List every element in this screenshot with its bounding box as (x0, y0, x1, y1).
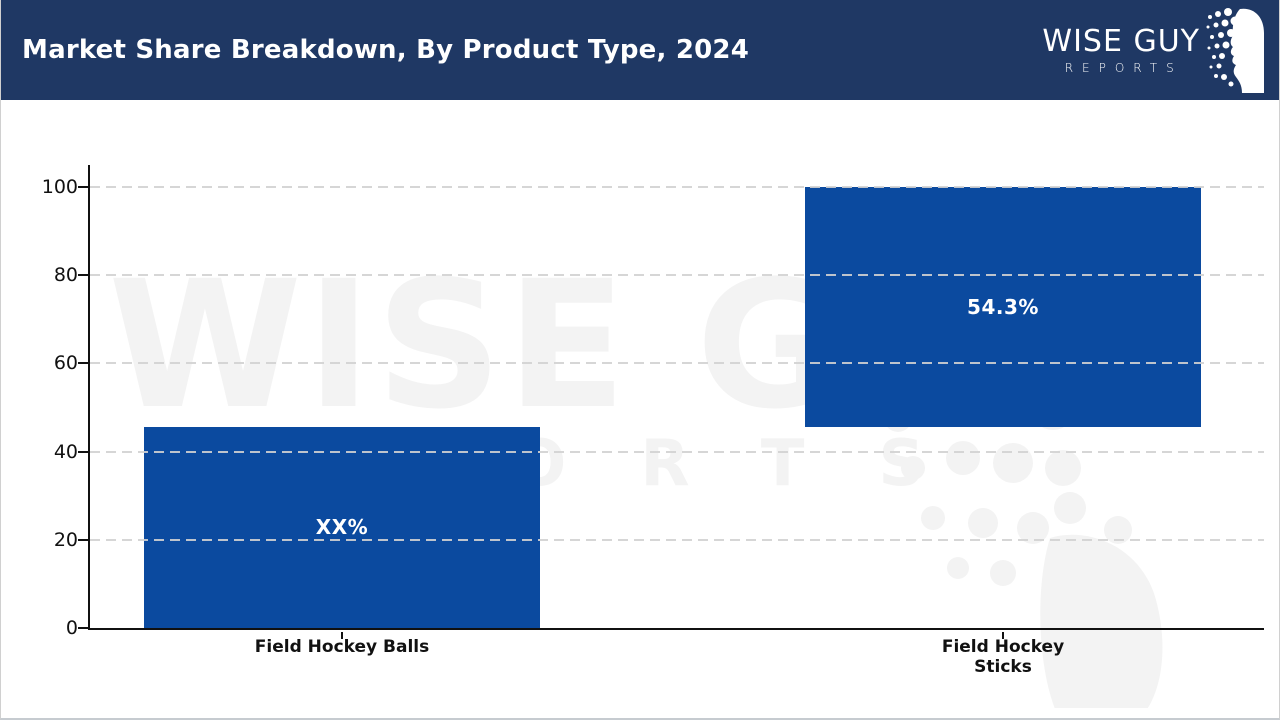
bar-field-hockey-sticks: 54.3% (805, 187, 1201, 427)
y-tick-label: 40 (53, 440, 78, 463)
page-title: Market Share Breakdown, By Product Type,… (22, 35, 749, 65)
header-bar: Market Share Breakdown, By Product Type,… (0, 0, 1280, 100)
gridline (90, 274, 1264, 277)
x-axis-label-field-hockey-balls: Field Hockey Balls (254, 637, 430, 657)
bar-value-label: 54.3% (967, 294, 1039, 319)
y-tick-label: 0 (65, 617, 78, 639)
brand-logo: WISE GUY REPORTS (1042, 0, 1266, 100)
gridline (90, 362, 1264, 365)
gridline (90, 538, 1264, 541)
y-tick-label: 20 (53, 528, 78, 551)
chart-canvas: WISE GUY REPORTS 0 20 40 60 (0, 100, 1280, 720)
y-tick-label: 80 (53, 264, 78, 287)
plot-area: XX% 54.3% (78, 165, 1264, 639)
y-axis-labels: 0 20 40 60 80 100 (0, 165, 78, 639)
x-axis-label-field-hockey-sticks: Field Hockey Sticks (941, 637, 1065, 677)
logo-wordmark: WISE GUY (1042, 23, 1200, 59)
y-tick-mark (78, 362, 88, 365)
y-tick-label: 60 (53, 352, 78, 375)
y-tick-label: 100 (41, 176, 78, 199)
x-tick-mark (341, 632, 343, 639)
y-tick-mark (78, 274, 88, 277)
y-tick-mark (78, 538, 88, 541)
y-tick-mark (78, 450, 88, 453)
brand-logo-text: WISE GUY REPORTS (1042, 23, 1200, 75)
face-profile-icon (1206, 8, 1264, 93)
logo-subtitle: REPORTS (1064, 60, 1183, 75)
bar-value-label: XX% (315, 515, 369, 540)
y-tick-mark (78, 186, 88, 189)
y-tick-mark (78, 627, 88, 629)
gridline (90, 186, 1264, 189)
bar-field-hockey-balls: XX% (144, 426, 540, 628)
gridline (90, 450, 1264, 453)
x-tick-mark (1002, 632, 1004, 639)
